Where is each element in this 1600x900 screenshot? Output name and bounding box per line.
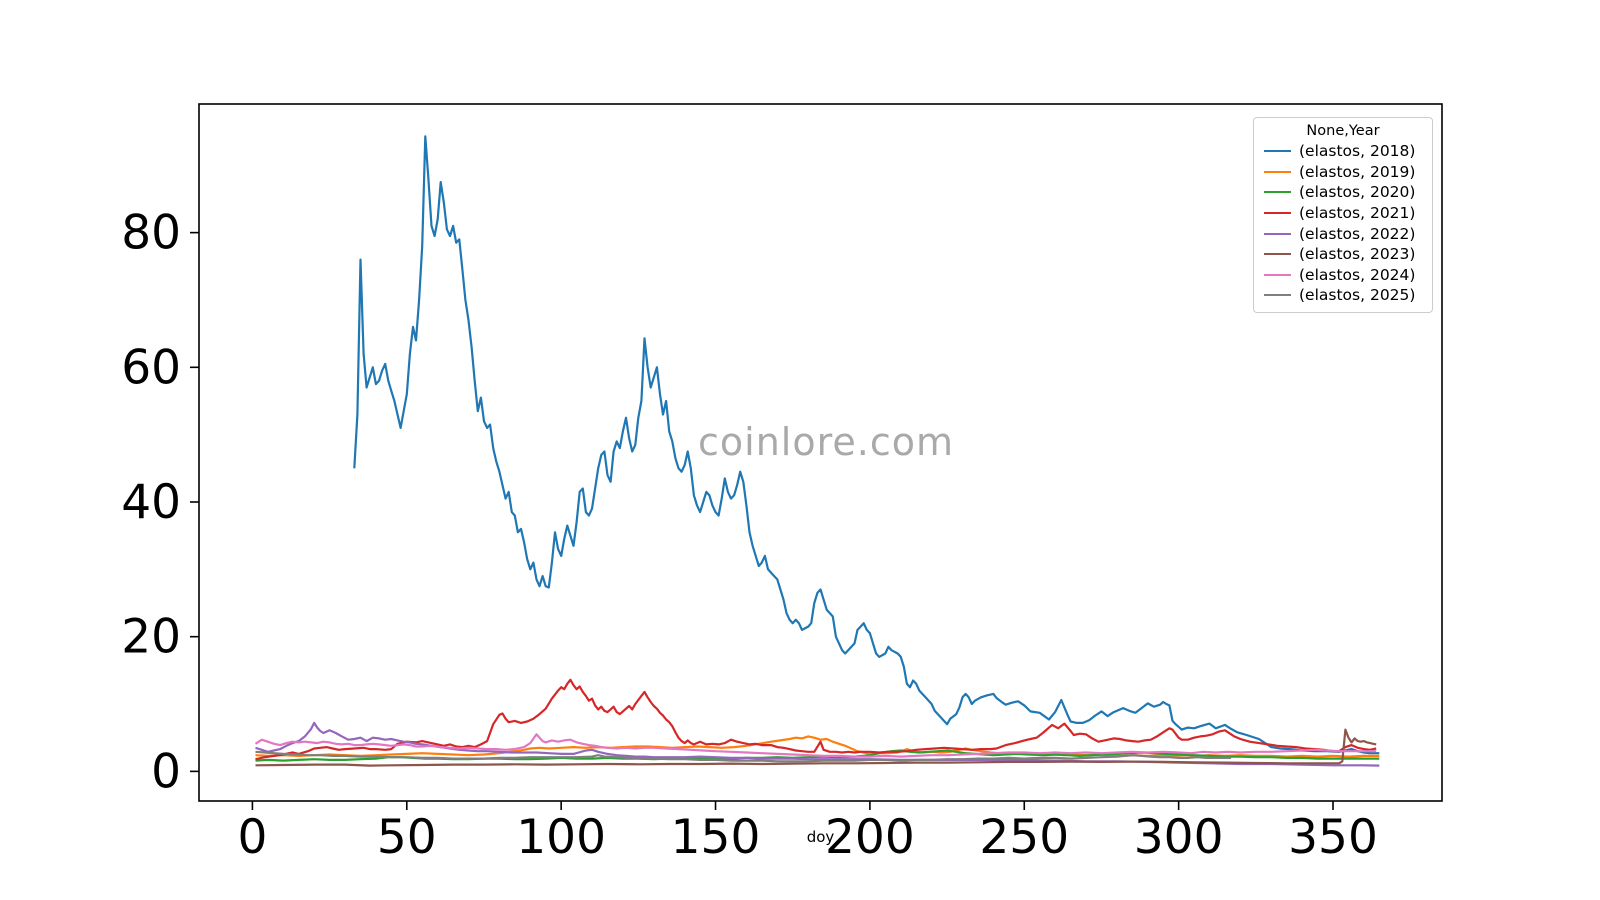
x-tick-label: 150	[671, 810, 761, 865]
plot-series	[254, 135, 1380, 767]
legend-item: (elastos, 2023)	[1262, 244, 1424, 265]
y-tick-label: 0	[151, 744, 181, 799]
x-tick-label: 50	[377, 810, 437, 865]
series-line-elastos2025	[255, 750, 1232, 763]
x-tick-label: 250	[979, 810, 1069, 865]
legend-swatch	[1264, 170, 1291, 173]
y-tick-label: 20	[121, 610, 181, 665]
legend-label: (elastos, 2023)	[1299, 245, 1416, 264]
legend-swatch	[1264, 232, 1291, 235]
plot-area	[198, 103, 1443, 802]
legend-item: (elastos, 2019)	[1262, 162, 1424, 183]
y-tick-label: 80	[121, 206, 181, 261]
legend-item: (elastos, 2021)	[1262, 203, 1424, 224]
legend-label: (elastos, 2025)	[1299, 286, 1416, 305]
series-line-elastos2023	[255, 728, 1377, 767]
legend-swatch	[1264, 150, 1291, 153]
legend-rows: (elastos, 2018) (elastos, 2019) (elastos, …	[1262, 141, 1424, 306]
series-line-elastos2021	[255, 678, 1377, 761]
legend-label: (elastos, 2018)	[1299, 142, 1416, 161]
legend-swatch	[1264, 191, 1291, 194]
legend-item: (elastos, 2025)	[1262, 285, 1424, 306]
legend-label: (elastos, 2020)	[1299, 183, 1416, 202]
legend-swatch	[1264, 273, 1291, 276]
x-tick-label: 350	[1288, 810, 1378, 865]
x-tick-label: 100	[516, 810, 606, 865]
legend-swatch	[1264, 253, 1291, 256]
x-axis-label: doy	[806, 828, 835, 846]
x-tick-label: 300	[1134, 810, 1224, 865]
legend-item: (elastos, 2020)	[1262, 182, 1424, 203]
legend-swatch	[1264, 294, 1291, 297]
y-tick-label: 40	[121, 475, 181, 530]
legend-label: (elastos, 2024)	[1299, 265, 1416, 284]
series-line-elastos2024	[254, 733, 1377, 758]
legend-item: (elastos, 2022)	[1262, 223, 1424, 244]
legend-title: None,Year	[1306, 123, 1380, 139]
legend-label: (elastos, 2019)	[1299, 162, 1416, 181]
watermark-text: coinlore.com	[698, 420, 954, 464]
series-line-elastos2018	[353, 135, 1380, 755]
x-tick-label: 0	[237, 810, 267, 865]
legend: None,Year (elastos, 2018) (elastos, 2019)…	[1253, 117, 1433, 313]
y-tick-label: 60	[121, 340, 181, 395]
legend-item: (elastos, 2018)	[1262, 141, 1424, 162]
x-tick-label: 200	[825, 810, 915, 865]
legend-label: (elastos, 2021)	[1299, 204, 1416, 223]
legend-label: (elastos, 2022)	[1299, 224, 1416, 243]
axis-ticks: 0 50 100 150 200 250 300 350 0 20 40 60 80	[121, 206, 1378, 865]
legend-swatch	[1264, 212, 1291, 215]
legend-item: (elastos, 2024)	[1262, 265, 1424, 286]
